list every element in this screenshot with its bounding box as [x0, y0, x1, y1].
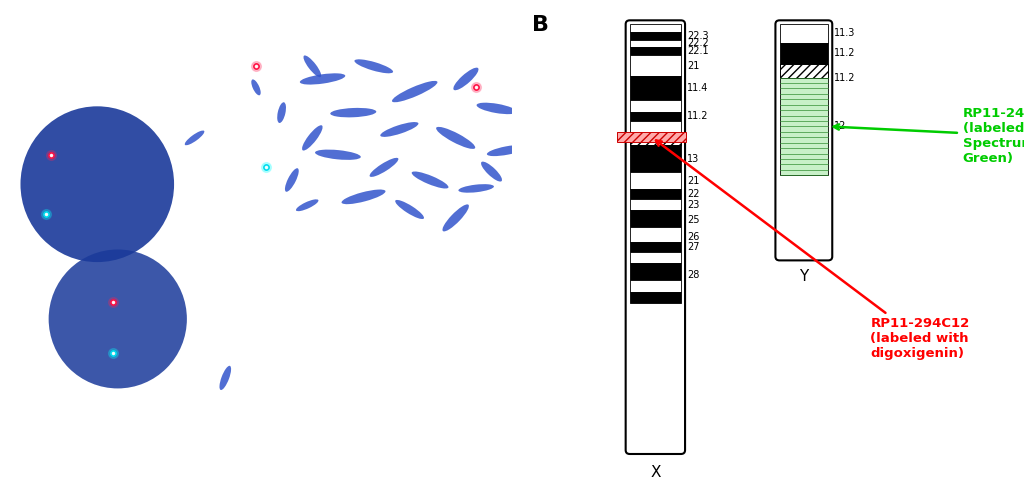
Ellipse shape [285, 168, 299, 192]
Text: 23: 23 [687, 200, 699, 210]
Text: 22.2: 22.2 [687, 38, 709, 48]
Text: X: X [650, 465, 660, 480]
Bar [779, 64, 828, 77]
Ellipse shape [354, 60, 393, 73]
Ellipse shape [219, 366, 231, 390]
Text: 28: 28 [687, 270, 699, 280]
Text: 22.3: 22.3 [687, 30, 709, 41]
Text: 11.2: 11.2 [687, 111, 709, 121]
Ellipse shape [300, 73, 345, 85]
Ellipse shape [392, 81, 437, 102]
Ellipse shape [49, 249, 186, 389]
Bar [616, 133, 686, 142]
Bar [616, 133, 686, 142]
Text: 26: 26 [687, 232, 699, 242]
Bar [630, 32, 681, 40]
Bar [630, 55, 681, 76]
Bar [630, 100, 681, 111]
Text: 12: 12 [835, 121, 847, 132]
Ellipse shape [454, 68, 478, 90]
Bar [779, 64, 828, 77]
Text: RP11-242E13
(labeled with
Spectrum
Green): RP11-242E13 (labeled with Spectrum Green… [834, 106, 1024, 165]
Text: 11.2: 11.2 [835, 73, 856, 83]
Text: 11.3: 11.3 [835, 29, 856, 39]
Bar [779, 24, 828, 43]
Bar [630, 121, 681, 137]
Text: 27: 27 [687, 242, 699, 252]
Ellipse shape [302, 125, 323, 151]
Bar [630, 47, 681, 55]
Ellipse shape [476, 103, 517, 114]
Ellipse shape [20, 106, 174, 262]
Ellipse shape [315, 150, 360, 160]
Text: 21: 21 [687, 60, 699, 71]
Ellipse shape [184, 131, 205, 145]
Ellipse shape [278, 102, 286, 123]
Bar [630, 172, 681, 189]
Ellipse shape [481, 162, 502, 182]
Bar [630, 253, 681, 263]
Text: 22.1: 22.1 [687, 46, 709, 56]
Ellipse shape [370, 158, 398, 177]
Bar [779, 43, 828, 64]
Ellipse shape [395, 200, 424, 219]
Bar [630, 280, 681, 292]
Bar [630, 292, 681, 303]
Ellipse shape [331, 108, 376, 117]
Bar [630, 137, 681, 145]
Text: 11.2: 11.2 [835, 48, 856, 58]
Text: 25: 25 [687, 215, 699, 225]
Bar [630, 145, 681, 172]
Bar [630, 199, 681, 210]
Ellipse shape [380, 122, 419, 137]
Ellipse shape [296, 199, 318, 211]
Ellipse shape [412, 171, 449, 188]
Ellipse shape [486, 145, 527, 156]
Bar [630, 76, 681, 100]
Text: Y: Y [799, 269, 809, 284]
Bar [779, 77, 828, 175]
Bar [630, 263, 681, 280]
Text: A: A [15, 37, 33, 57]
Text: B: B [532, 15, 550, 34]
Text: 21: 21 [687, 176, 699, 185]
Ellipse shape [436, 127, 475, 149]
Text: RP11-294C12
(labeled with
digoxigenin): RP11-294C12 (labeled with digoxigenin) [656, 140, 970, 360]
Text: 13: 13 [687, 154, 699, 164]
Bar [630, 137, 681, 145]
Bar [630, 227, 681, 242]
Ellipse shape [459, 184, 494, 193]
Bar [630, 111, 681, 121]
Ellipse shape [442, 204, 469, 231]
Text: 22: 22 [687, 189, 699, 199]
Bar [630, 210, 681, 227]
Ellipse shape [342, 190, 385, 204]
Bar [630, 40, 681, 47]
Bar [630, 24, 681, 32]
Text: 11.4: 11.4 [687, 83, 709, 92]
Ellipse shape [251, 79, 261, 95]
Bar [630, 189, 681, 199]
Bar [630, 242, 681, 253]
Ellipse shape [303, 56, 322, 77]
